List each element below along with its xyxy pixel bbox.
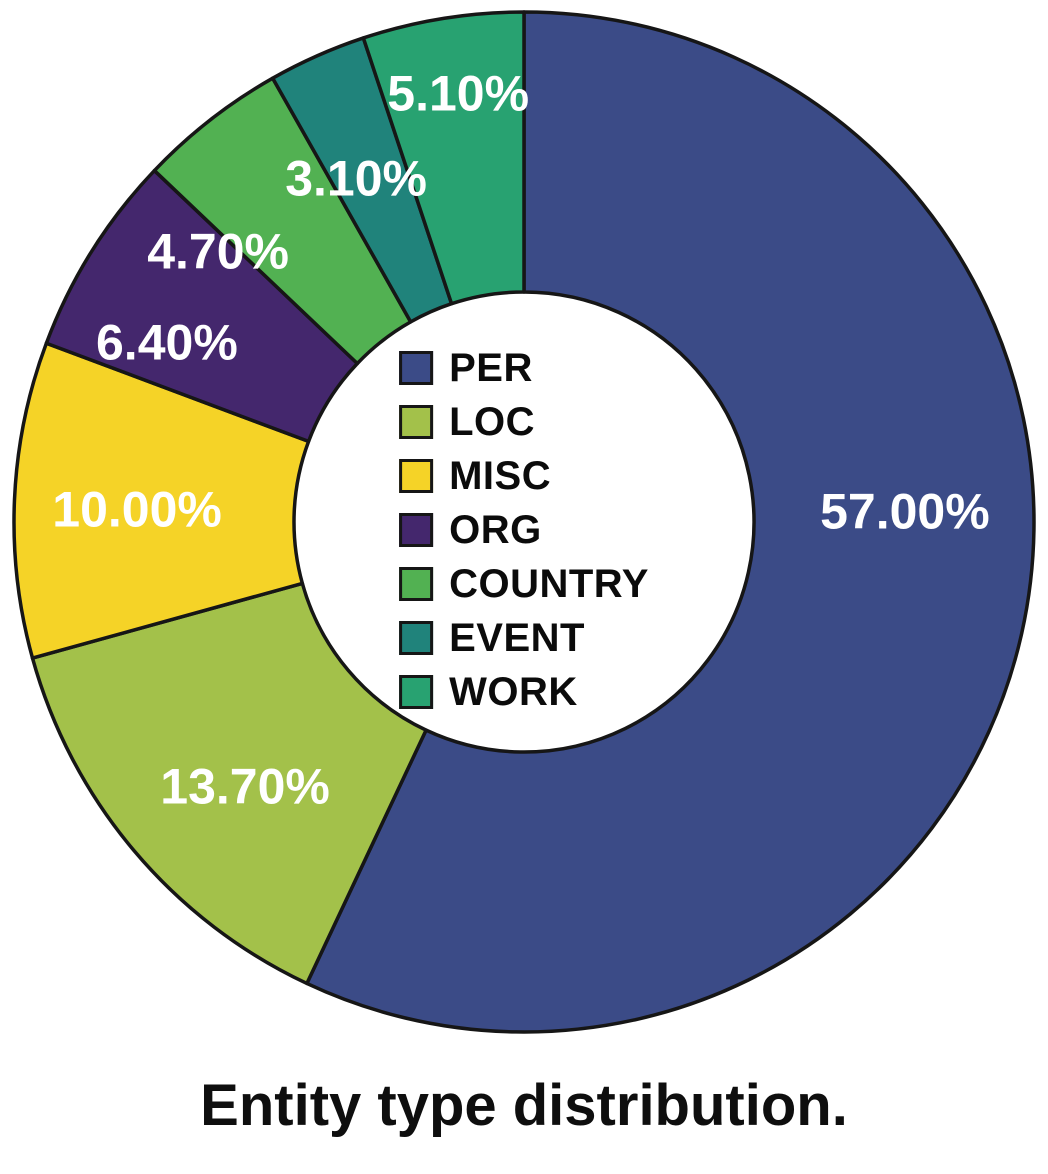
- legend-item-event: EVENT: [399, 618, 649, 658]
- legend-swatch-loc: [399, 405, 434, 439]
- pct-label-country: 4.70%: [147, 223, 289, 279]
- slice-work: [361, 10, 526, 306]
- legend-item-loc: LOC: [399, 402, 649, 442]
- legend-swatch-misc: [399, 459, 434, 493]
- donut-svg: 57.00% 13.70% 10.00% 6.40% 4.70% 3.10% 5.10%: [12, 10, 1036, 1034]
- legend-label-work: WORK: [449, 670, 578, 714]
- slice-per: [305, 10, 1036, 1034]
- donut-chart: 57.00% 13.70% 10.00% 6.40% 4.70% 3.10% 5.10% P…: [12, 10, 1036, 1034]
- legend-label-country: COUNTRY: [449, 562, 649, 606]
- legend-item-org: ORG: [399, 510, 649, 550]
- legend-item-misc: MISC: [399, 456, 649, 496]
- pct-label-event: 3.10%: [285, 150, 427, 206]
- pct-label-org: 6.40%: [96, 315, 238, 371]
- pct-label-work: 5.10%: [387, 65, 529, 121]
- legend-item-work: WORK: [399, 672, 649, 712]
- legend-item-country: COUNTRY: [399, 564, 649, 604]
- slice-misc: [12, 341, 311, 660]
- legend-label-org: ORG: [449, 508, 542, 552]
- legend-swatch-country: [399, 567, 434, 601]
- legend-label-per: PER: [449, 346, 533, 390]
- pct-label-misc: 10.00%: [52, 481, 222, 537]
- chart-title: Entity type distribution.: [200, 1073, 848, 1138]
- legend-label-loc: LOC: [449, 400, 536, 444]
- legend: PER LOC MISC ORG COUNTRY EVENT WORK: [399, 348, 649, 712]
- legend-swatch-per: [399, 351, 434, 385]
- legend-swatch-org: [399, 513, 434, 547]
- pct-label-per: 57.00%: [820, 484, 990, 540]
- legend-item-per: PER: [399, 348, 649, 388]
- pct-label-loc: 13.70%: [160, 759, 330, 815]
- legend-label-misc: MISC: [449, 454, 552, 498]
- legend-swatch-work: [399, 675, 434, 709]
- slice-loc: [30, 581, 428, 986]
- legend-label-event: EVENT: [449, 616, 585, 660]
- legend-swatch-event: [399, 621, 434, 655]
